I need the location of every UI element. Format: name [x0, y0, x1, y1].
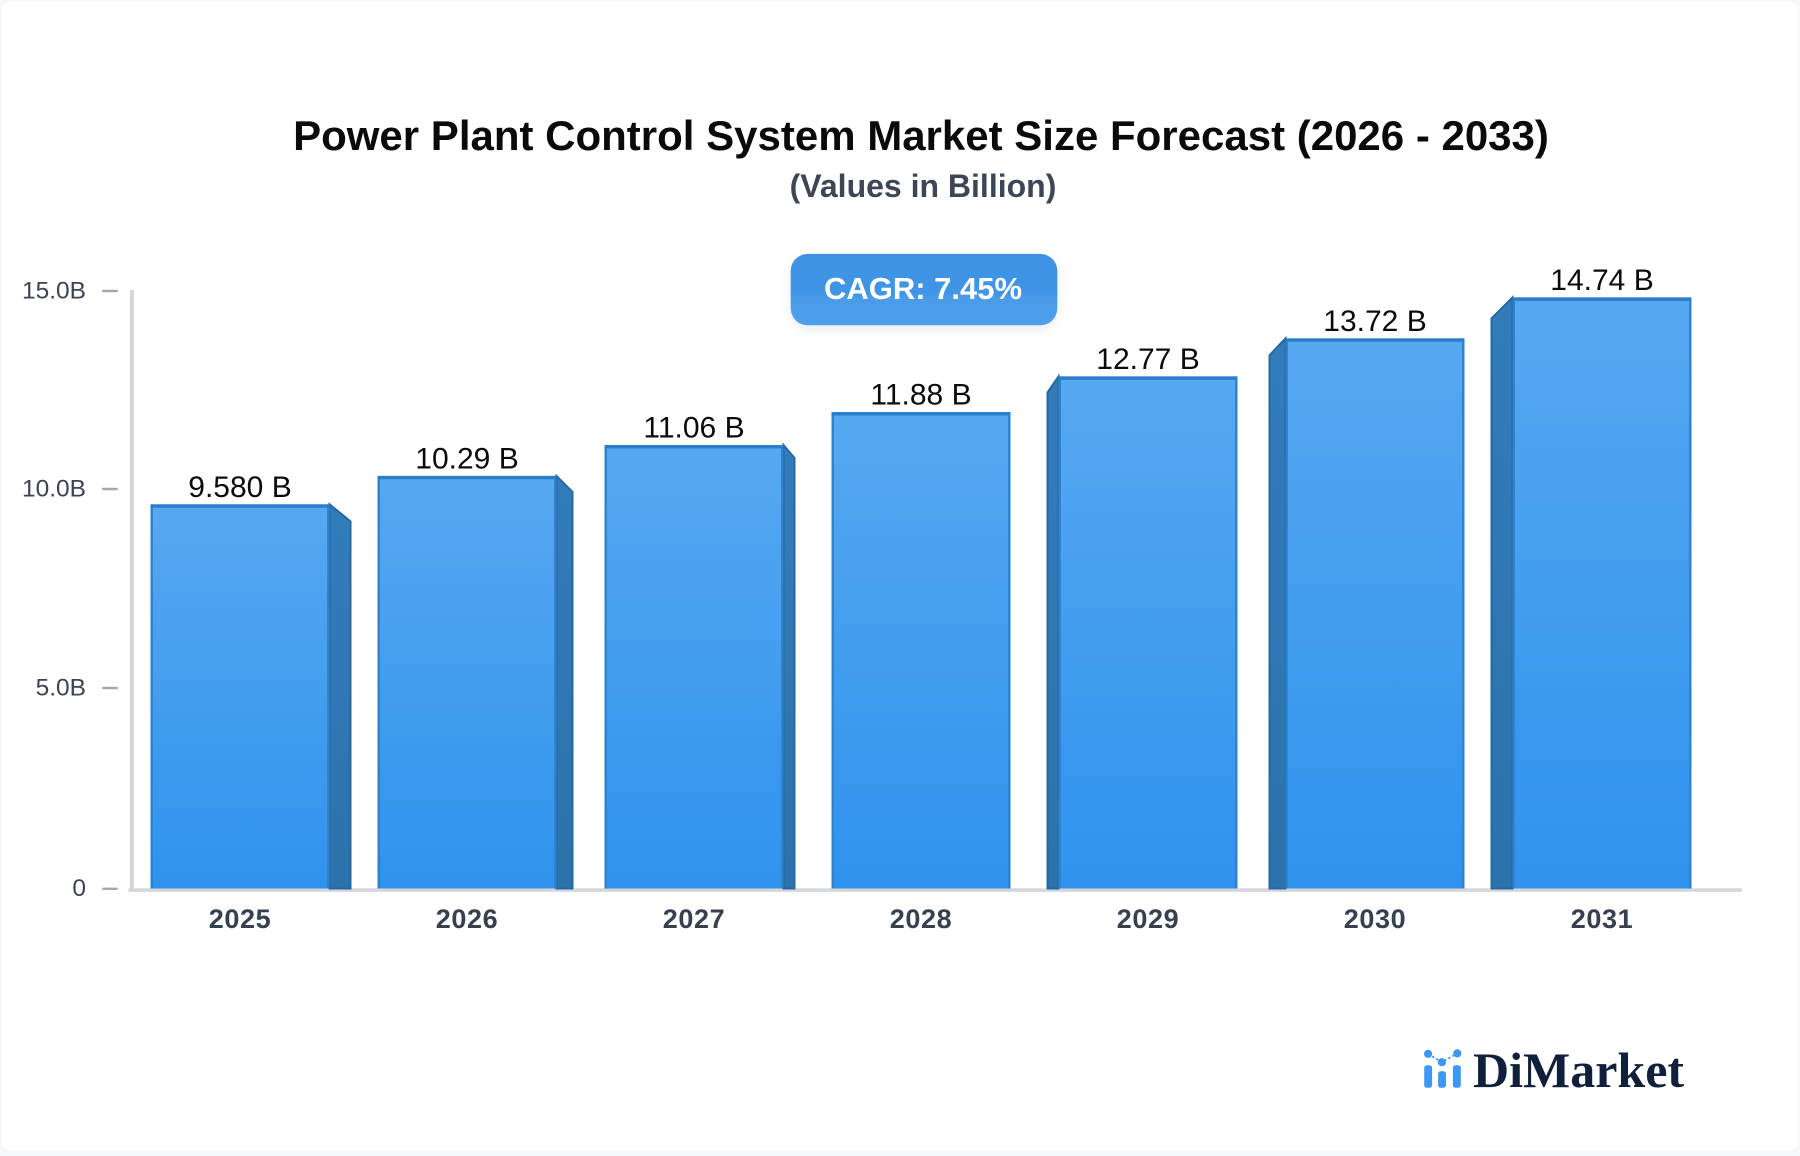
svg-text:2028: 2028 [890, 904, 952, 934]
svg-text:5.0B: 5.0B [36, 674, 86, 701]
svg-text:2029: 2029 [1117, 904, 1179, 934]
svg-text:0: 0 [72, 875, 86, 902]
svg-text:15.0B: 15.0B [22, 277, 86, 304]
svg-text:12.77 B: 12.77 B [1096, 343, 1199, 376]
svg-text:Power Plant Control System Mar: Power Plant Control System Market Size F… [293, 112, 1549, 159]
svg-text:(Values in Billion): (Values in Billion) [790, 168, 1057, 204]
svg-text:14.74 B: 14.74 B [1550, 264, 1653, 297]
svg-text:11.06 B: 11.06 B [643, 412, 744, 445]
svg-text:2025: 2025 [209, 904, 271, 934]
svg-text:11.88 B: 11.88 B [870, 379, 971, 412]
svg-text:9.580 B: 9.580 B [188, 471, 291, 504]
svg-text:10.0B: 10.0B [22, 475, 86, 502]
svg-text:2026: 2026 [436, 904, 498, 934]
svg-text:2030: 2030 [1344, 904, 1406, 934]
svg-text:2031: 2031 [1571, 904, 1633, 934]
svg-text:10.29 B: 10.29 B [415, 442, 518, 475]
svg-text:CAGR: 7.45%: CAGR: 7.45% [824, 271, 1022, 306]
svg-text:DiMarket: DiMarket [1473, 1042, 1684, 1098]
svg-text:2027: 2027 [663, 904, 725, 934]
svg-text:13.72 B: 13.72 B [1323, 305, 1426, 338]
